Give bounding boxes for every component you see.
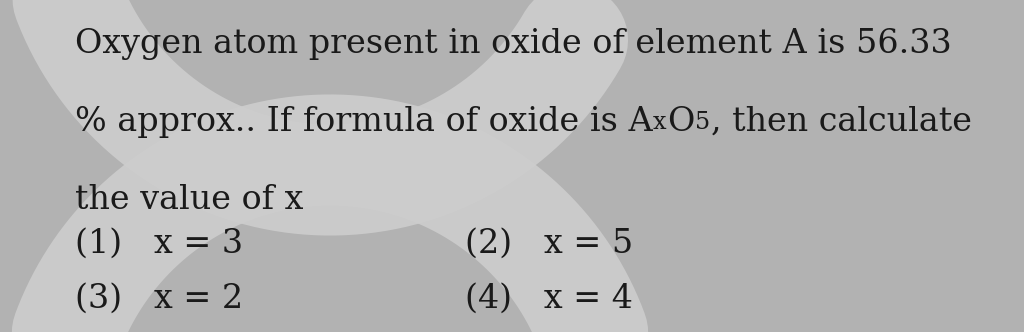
Text: (4)   x = 4: (4) x = 4: [465, 283, 633, 315]
Text: (2)   x = 5: (2) x = 5: [465, 228, 633, 260]
Text: x: x: [652, 111, 667, 134]
Text: , then calculate: , then calculate: [711, 106, 972, 138]
Text: O: O: [668, 106, 694, 138]
Text: (1)   x = 3: (1) x = 3: [75, 228, 243, 260]
Text: Oxygen atom present in oxide of element A is 56.33: Oxygen atom present in oxide of element …: [75, 28, 951, 60]
Text: % approx.. If formula of oxide is A: % approx.. If formula of oxide is A: [75, 106, 652, 138]
Text: (3)   x = 2: (3) x = 2: [75, 283, 243, 315]
Text: 5: 5: [694, 111, 710, 134]
Text: the value of x: the value of x: [75, 184, 303, 216]
